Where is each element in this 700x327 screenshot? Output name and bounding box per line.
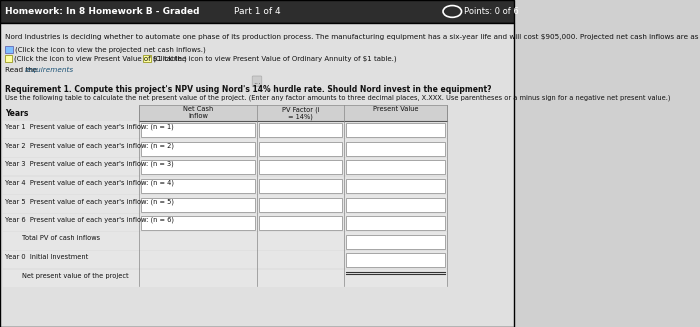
Text: Total PV of cash inflows: Total PV of cash inflows (5, 235, 100, 241)
Text: Use the following table to calculate the net present value of the project. (Ente: Use the following table to calculate the… (5, 95, 671, 101)
FancyBboxPatch shape (259, 198, 342, 212)
Text: Year 0  Initial Investment: Year 0 Initial Investment (5, 254, 88, 260)
Text: Year 5  Present value of each year's inflow: (n = 5): Year 5 Present value of each year's infl… (5, 198, 174, 205)
FancyBboxPatch shape (141, 160, 255, 174)
FancyBboxPatch shape (346, 216, 445, 230)
FancyBboxPatch shape (139, 105, 447, 121)
Text: (Click the icon to view the projected net cash inflows.): (Click the icon to view the projected ne… (15, 46, 206, 53)
FancyBboxPatch shape (259, 123, 342, 137)
FancyBboxPatch shape (346, 235, 445, 249)
FancyBboxPatch shape (3, 232, 447, 250)
FancyBboxPatch shape (346, 198, 445, 212)
FancyBboxPatch shape (346, 160, 445, 174)
FancyBboxPatch shape (259, 160, 342, 174)
Text: Homework: In 8 Homework B - Graded: Homework: In 8 Homework B - Graded (5, 7, 199, 16)
Text: Part 1 of 4: Part 1 of 4 (234, 7, 280, 16)
Text: PV Factor (i
= 14%): PV Factor (i = 14%) (282, 106, 319, 120)
FancyBboxPatch shape (259, 142, 342, 156)
Text: (Click the icon to view Present Value of $1 table.): (Click the icon to view Present Value of… (15, 55, 187, 62)
Text: Requirement 1. Compute this project's NPV using Nord's 14% hurdle rate. Should N: Requirement 1. Compute this project's NP… (5, 85, 491, 94)
Text: Year 3  Present value of each year's inflow: (n = 3): Year 3 Present value of each year's infl… (5, 161, 174, 167)
FancyBboxPatch shape (3, 195, 447, 213)
FancyBboxPatch shape (5, 46, 13, 53)
FancyBboxPatch shape (0, 0, 514, 23)
FancyBboxPatch shape (141, 179, 255, 193)
Text: Year 6  Present value of each year's inflow: (n = 6): Year 6 Present value of each year's infl… (5, 217, 174, 223)
FancyBboxPatch shape (0, 23, 514, 327)
FancyBboxPatch shape (259, 216, 342, 230)
Text: Net present value of the project: Net present value of the project (5, 273, 129, 279)
Text: Read the: Read the (5, 67, 40, 73)
FancyBboxPatch shape (141, 198, 255, 212)
Text: Net Cash
Inflow: Net Cash Inflow (183, 106, 213, 119)
Text: ...: ... (253, 77, 261, 86)
Text: Present Value: Present Value (373, 106, 419, 112)
FancyBboxPatch shape (141, 142, 255, 156)
FancyBboxPatch shape (346, 253, 445, 267)
FancyBboxPatch shape (346, 142, 445, 156)
FancyBboxPatch shape (3, 214, 447, 231)
Text: Years: Years (5, 109, 29, 118)
FancyBboxPatch shape (346, 179, 445, 193)
FancyBboxPatch shape (259, 179, 342, 193)
FancyBboxPatch shape (3, 177, 447, 194)
FancyBboxPatch shape (3, 251, 447, 268)
Text: Points: 0 of 6: Points: 0 of 6 (463, 7, 518, 16)
Text: Year 4  Present value of each year's inflow: (n = 4): Year 4 Present value of each year's infl… (5, 180, 174, 186)
Text: requirements: requirements (25, 67, 74, 73)
FancyBboxPatch shape (144, 55, 151, 62)
FancyBboxPatch shape (3, 158, 447, 175)
FancyBboxPatch shape (141, 216, 255, 230)
FancyBboxPatch shape (3, 139, 447, 157)
FancyBboxPatch shape (3, 121, 447, 138)
FancyBboxPatch shape (5, 55, 13, 62)
FancyBboxPatch shape (3, 270, 447, 287)
Text: (Click the icon to view Present Value of Ordinary Annuity of $1 table.): (Click the icon to view Present Value of… (153, 55, 397, 62)
FancyBboxPatch shape (141, 123, 255, 137)
Text: Year 1  Present value of each year's inflow: (n = 1): Year 1 Present value of each year's infl… (5, 124, 174, 130)
Text: Year 2  Present value of each year's inflow: (n = 2): Year 2 Present value of each year's infl… (5, 142, 174, 149)
Text: Nord Industries is deciding whether to automate one phase of its production proc: Nord Industries is deciding whether to a… (5, 34, 700, 40)
FancyBboxPatch shape (346, 123, 445, 137)
